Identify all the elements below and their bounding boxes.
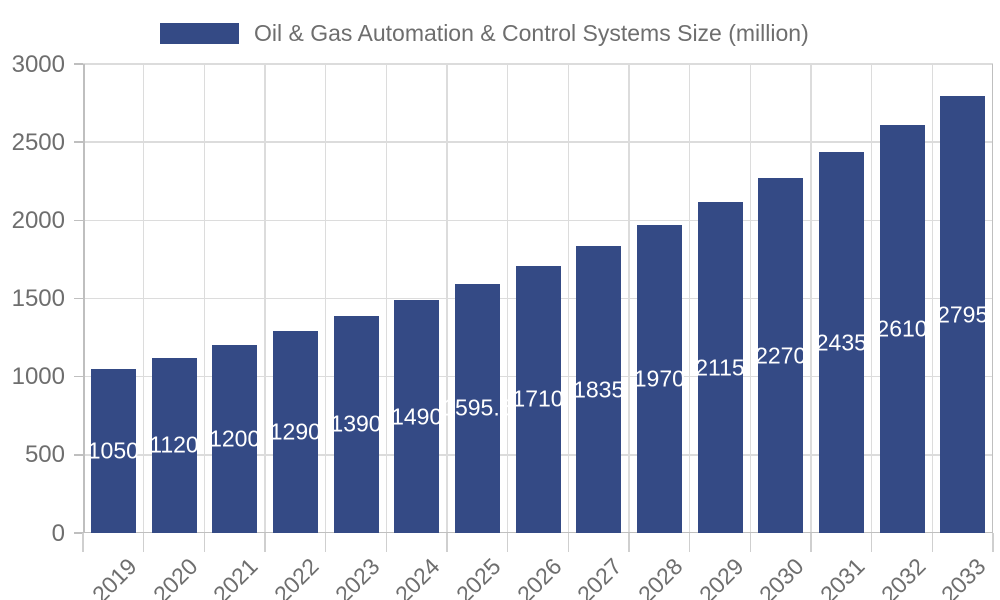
bar-value-label: 1595.5 <box>442 394 513 421</box>
bar-2020: 1120 <box>149 357 199 533</box>
bar-value-label: 1970 <box>633 365 685 392</box>
x-axis-tick-label: 2021 <box>208 553 264 600</box>
y-axis-tick-label: 500 <box>24 441 65 469</box>
bar-2027: 1835 <box>573 246 625 533</box>
gridline-vertical <box>506 64 509 533</box>
bar-2029: 2115 <box>695 202 745 533</box>
x-axis-tick <box>264 533 266 552</box>
gridline-vertical <box>810 64 812 533</box>
x-axis-tick <box>931 533 934 552</box>
bar-2025: 1595.5 <box>442 283 513 533</box>
bar-value-label: 1120 <box>149 431 199 458</box>
y-axis-tick-label: 1500 <box>11 285 65 312</box>
y-axis-tick-label: 3000 <box>11 50 65 78</box>
y-axis-tick <box>74 63 83 65</box>
bar-value-label: 1710 <box>512 385 564 412</box>
gridline-horizontal <box>83 63 993 65</box>
x-axis-tick-label: 2030 <box>754 553 810 600</box>
x-axis-tick <box>870 533 873 552</box>
gridline-vertical <box>324 64 327 533</box>
legend-swatch <box>160 23 239 44</box>
bar-2022: 1290 <box>269 331 321 533</box>
x-axis-tick <box>446 533 448 552</box>
x-axis-tick-label: 2029 <box>693 553 749 600</box>
x-axis-tick <box>688 533 691 552</box>
x-axis-tick <box>628 533 630 552</box>
bar-2023: 1390 <box>330 315 382 533</box>
plot-area: 0 500 1000 1500 2000 2500 3000 1050 2019 1120 2020… <box>12 51 994 600</box>
bar-value-label: 1290 <box>269 418 321 445</box>
bar-2021: 1200 <box>209 345 261 533</box>
gridline-vertical <box>567 64 570 533</box>
y-axis-tick-label: 1000 <box>11 363 65 391</box>
bar-value-label: 1200 <box>209 425 261 452</box>
bar-value-label: 2435 <box>815 329 867 356</box>
bar-value-label: 2270 <box>755 342 807 369</box>
x-axis-tick-label: 2032 <box>875 553 931 600</box>
y-axis-tick <box>74 454 83 456</box>
y-axis-line <box>83 64 85 533</box>
x-axis-tick-label: 2025 <box>451 553 506 600</box>
gridline-vertical <box>203 64 206 533</box>
gridline-vertical <box>870 64 873 533</box>
gridline-vertical <box>628 64 630 533</box>
y-axis-tick <box>74 297 83 300</box>
bar-2032: 2610 <box>876 124 928 533</box>
x-axis-tick-label: 2027 <box>572 553 628 600</box>
x-axis-tick-label: 2019 <box>87 553 142 600</box>
gridline-vertical <box>749 64 752 533</box>
x-axis-tick-label: 2020 <box>147 553 203 600</box>
legend-label: Oil & Gas Automation & Control Systems S… <box>254 20 809 46</box>
plot-right-border <box>991 64 993 533</box>
gridline-vertical <box>385 64 388 533</box>
bar-value-label: 1835 <box>573 376 625 403</box>
gridline-vertical <box>931 64 934 533</box>
y-axis-tick <box>74 532 83 534</box>
gridline-vertical <box>446 64 448 533</box>
gridline-horizontal <box>83 141 993 143</box>
x-axis-tick <box>385 533 388 552</box>
x-axis-tick <box>203 533 206 552</box>
bar-2031: 2435 <box>815 152 867 533</box>
x-axis-tick <box>810 533 812 552</box>
bar-value-label: 1050 <box>87 437 139 464</box>
x-axis-tick-label: 2022 <box>269 553 324 600</box>
x-axis-tick <box>142 533 145 552</box>
y-axis-tick-label: 2000 <box>11 206 65 234</box>
bar-2030: 2270 <box>755 178 807 533</box>
bar-2033: 2795 <box>937 96 989 533</box>
x-axis-tick-label: 2031 <box>815 553 870 600</box>
x-axis-tick-label: 2033 <box>936 553 992 600</box>
x-axis-tick-label: 2026 <box>511 553 567 600</box>
x-axis-tick <box>749 533 752 552</box>
y-axis-tick <box>74 219 83 222</box>
x-axis-tick-label: 2023 <box>329 553 385 600</box>
x-axis-tick <box>992 533 994 552</box>
bar-value-label: 2610 <box>876 315 928 342</box>
y-axis-tick-label: 0 <box>51 519 65 547</box>
x-axis-tick-label: 2024 <box>390 553 446 600</box>
bar-value-label: 2795 <box>937 301 989 328</box>
gridline-vertical <box>142 64 145 533</box>
x-axis-tick-label: 2028 <box>633 553 688 600</box>
gridline-horizontal <box>83 219 993 222</box>
bar-value-label: 1490 <box>391 403 443 430</box>
bar-value-label: 1390 <box>330 410 382 437</box>
x-axis-tick <box>506 533 509 552</box>
bar-2028: 1970 <box>633 225 685 533</box>
y-axis-tick-label: 2500 <box>11 128 65 156</box>
bar-2019: 1050 <box>87 368 139 533</box>
x-axis-tick <box>82 533 84 552</box>
legend: Oil & Gas Automation & Control Systems S… <box>160 20 809 47</box>
x-axis-tick <box>324 533 327 552</box>
y-axis-tick <box>74 141 83 143</box>
x-axis-tick <box>567 533 570 552</box>
gridline-vertical <box>264 64 266 533</box>
bar-2024: 1490 <box>391 300 443 533</box>
gridline-vertical <box>688 64 691 533</box>
bar-2026: 1710 <box>512 265 564 533</box>
bar-value-label: 2115 <box>695 354 745 381</box>
y-axis-tick <box>74 375 83 378</box>
